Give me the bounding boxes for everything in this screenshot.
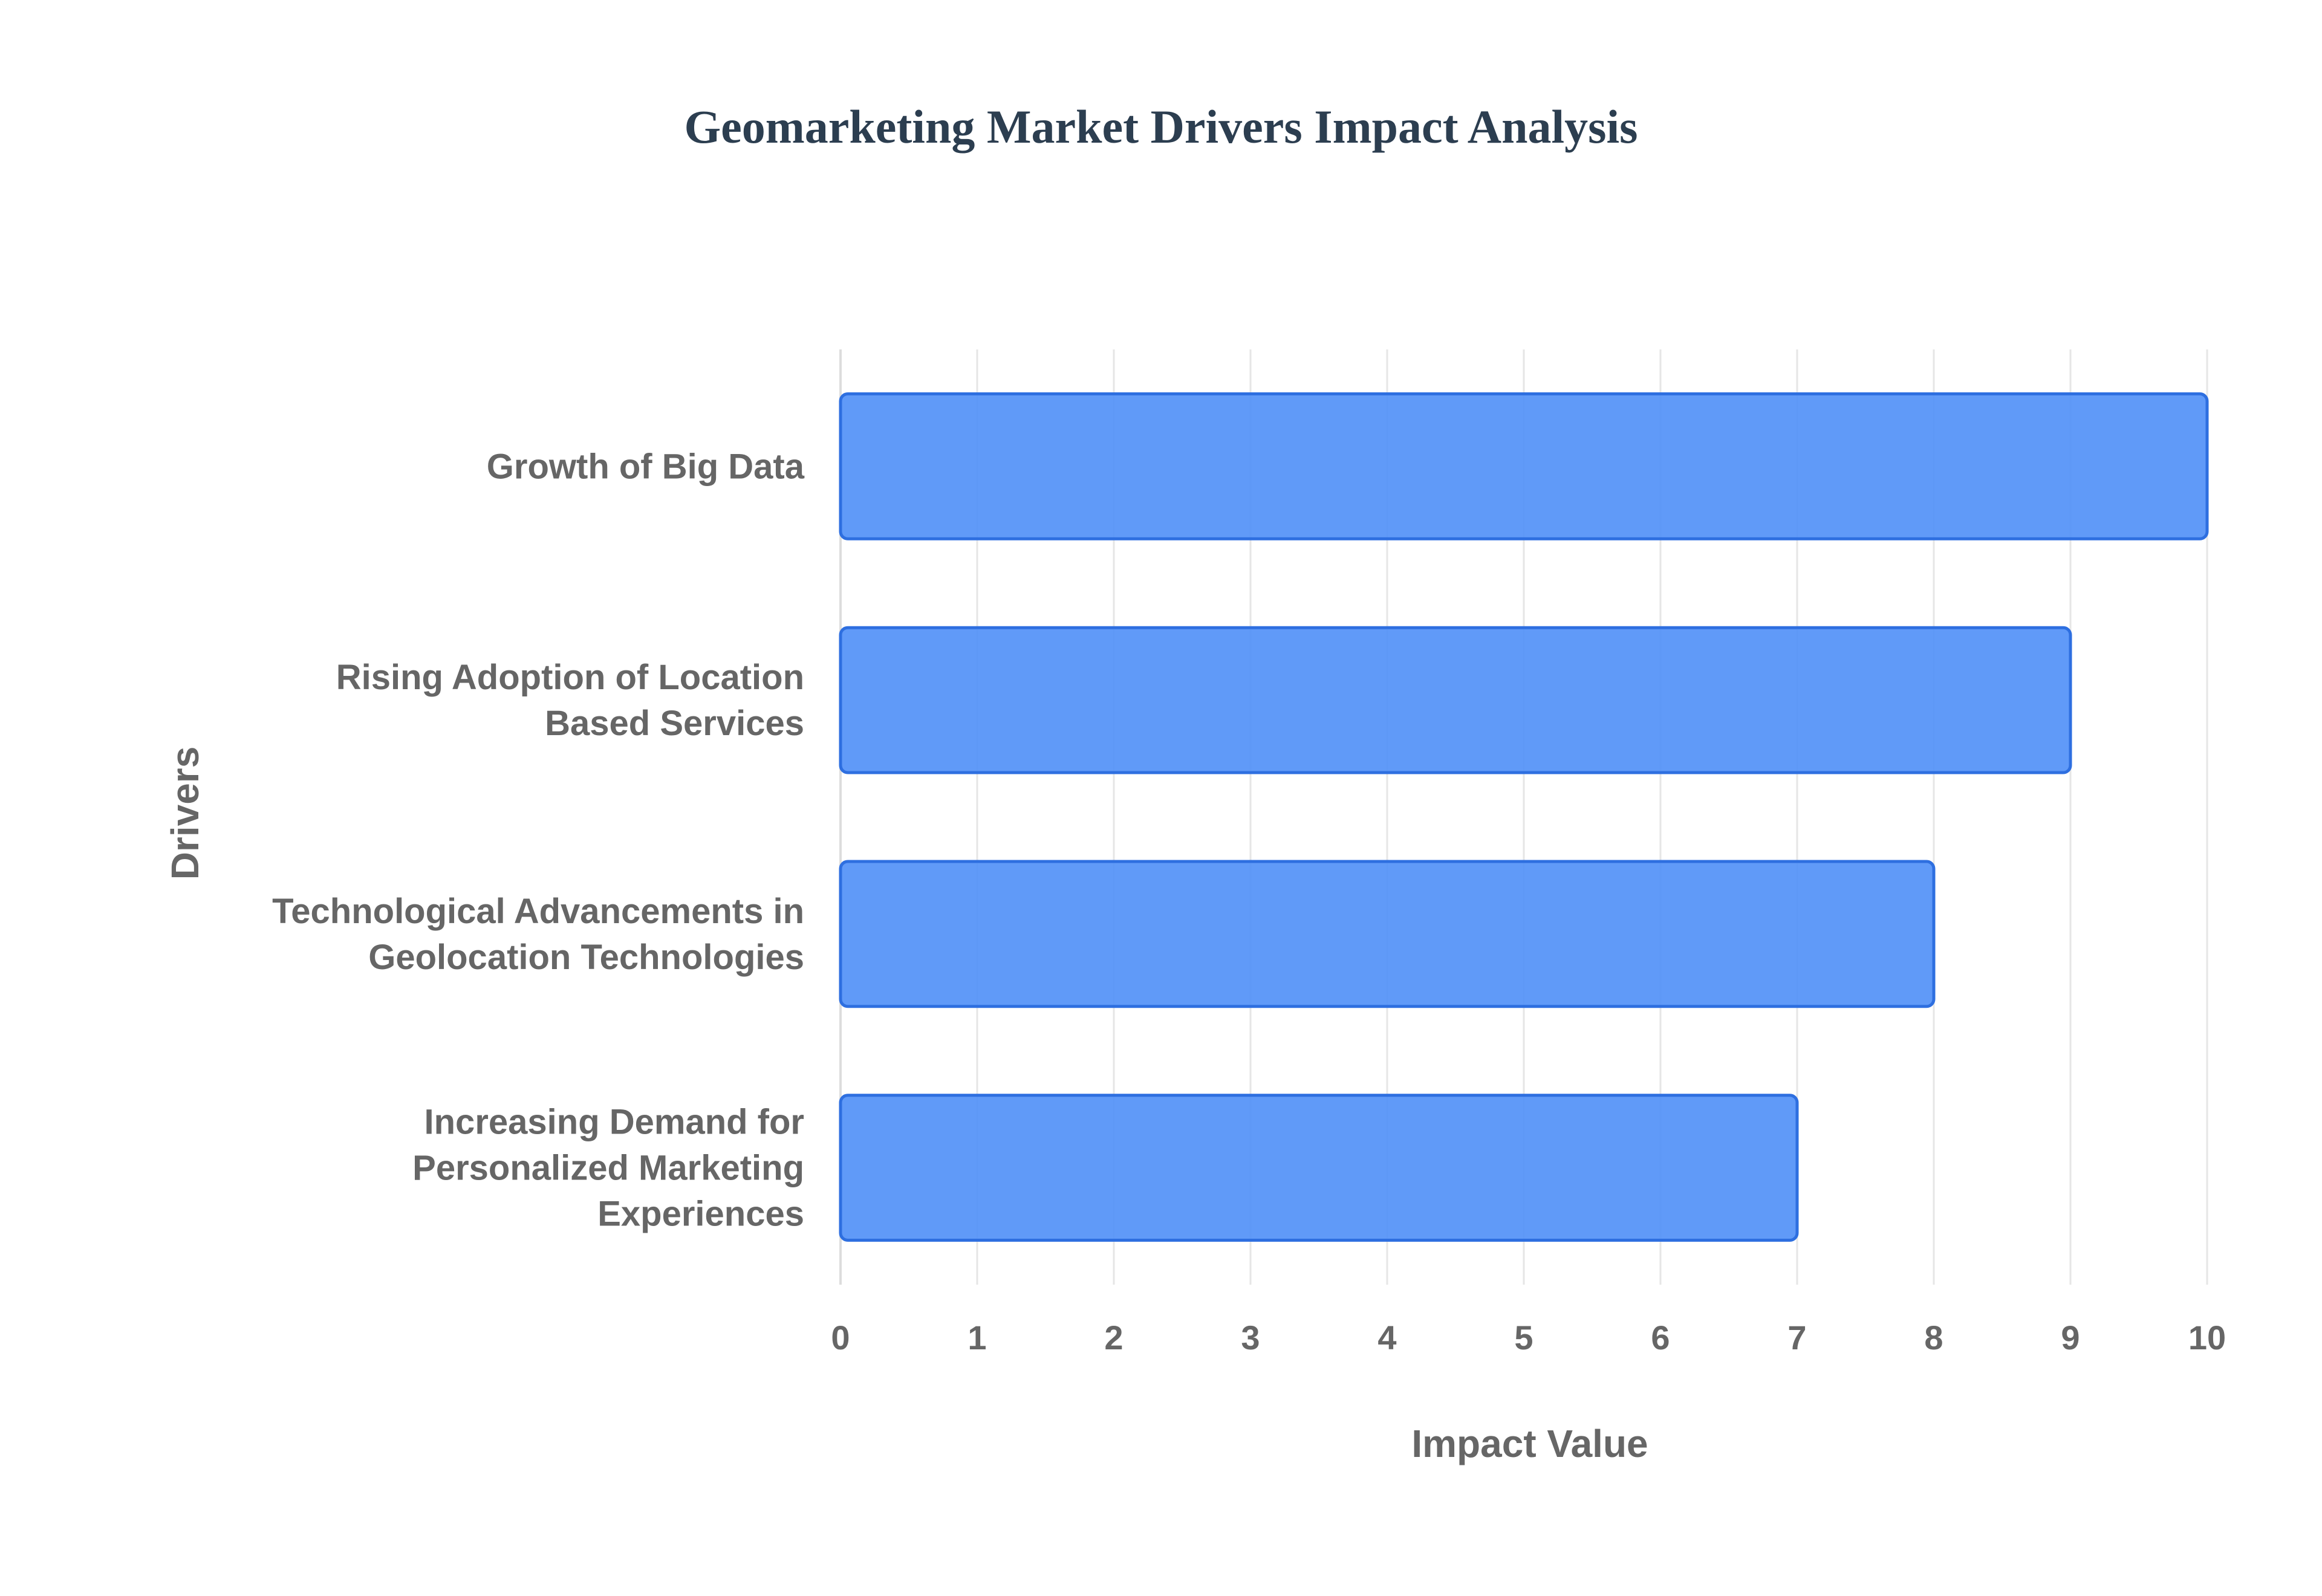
bar[interactable] — [839, 1094, 1799, 1242]
bars — [839, 392, 2209, 1242]
category-label-line: Increasing Demand for — [424, 1103, 804, 1142]
category-label-line: Personalized Marketing — [412, 1149, 804, 1188]
category-label-line: Geolocation Technologies — [368, 938, 804, 977]
x-tick-label: 4 — [1377, 1319, 1396, 1357]
category-label-line: Rising Adoption of Location — [336, 658, 804, 697]
bar[interactable] — [839, 392, 2209, 540]
category-label-line: Experiences — [597, 1195, 804, 1234]
x-tick-label: 2 — [1104, 1319, 1123, 1357]
x-tick-label: 5 — [1514, 1319, 1533, 1357]
x-axis-title: Impact Value — [1411, 1422, 1648, 1465]
x-tick-labels: 0 1 2 3 4 5 6 7 8 9 10 — [831, 1319, 2226, 1357]
category-label: Growth of Big Data — [487, 447, 805, 486]
x-tick-label: 1 — [968, 1319, 986, 1357]
category-label-line: Based Services — [545, 704, 804, 743]
category-label-line: Growth of Big Data — [487, 447, 805, 486]
y-axis-title: Drivers — [163, 747, 207, 880]
category-labels: Growth of Big Data Rising Adoption of Loc… — [272, 447, 805, 1233]
x-tick-label: 8 — [1924, 1319, 1943, 1357]
chart-title: Geomarketing Market Drivers Impact Analy… — [684, 100, 1638, 153]
bar[interactable] — [839, 860, 1936, 1008]
category-label: Technological Advancements in Geolocation… — [272, 892, 804, 977]
category-label: Increasing Demand for Personalized Market… — [412, 1103, 804, 1234]
x-tick-label: 10 — [2188, 1319, 2226, 1357]
bar[interactable] — [839, 626, 2072, 774]
x-tick-label: 3 — [1241, 1319, 1260, 1357]
x-tick-label: 6 — [1651, 1319, 1670, 1357]
category-label: Rising Adoption of Location Based Service… — [336, 658, 804, 743]
x-tick-label: 0 — [831, 1319, 850, 1357]
x-tick-label: 9 — [2061, 1319, 2080, 1357]
x-tick-label: 7 — [1787, 1319, 1806, 1357]
category-label-line: Technological Advancements in — [272, 892, 804, 931]
